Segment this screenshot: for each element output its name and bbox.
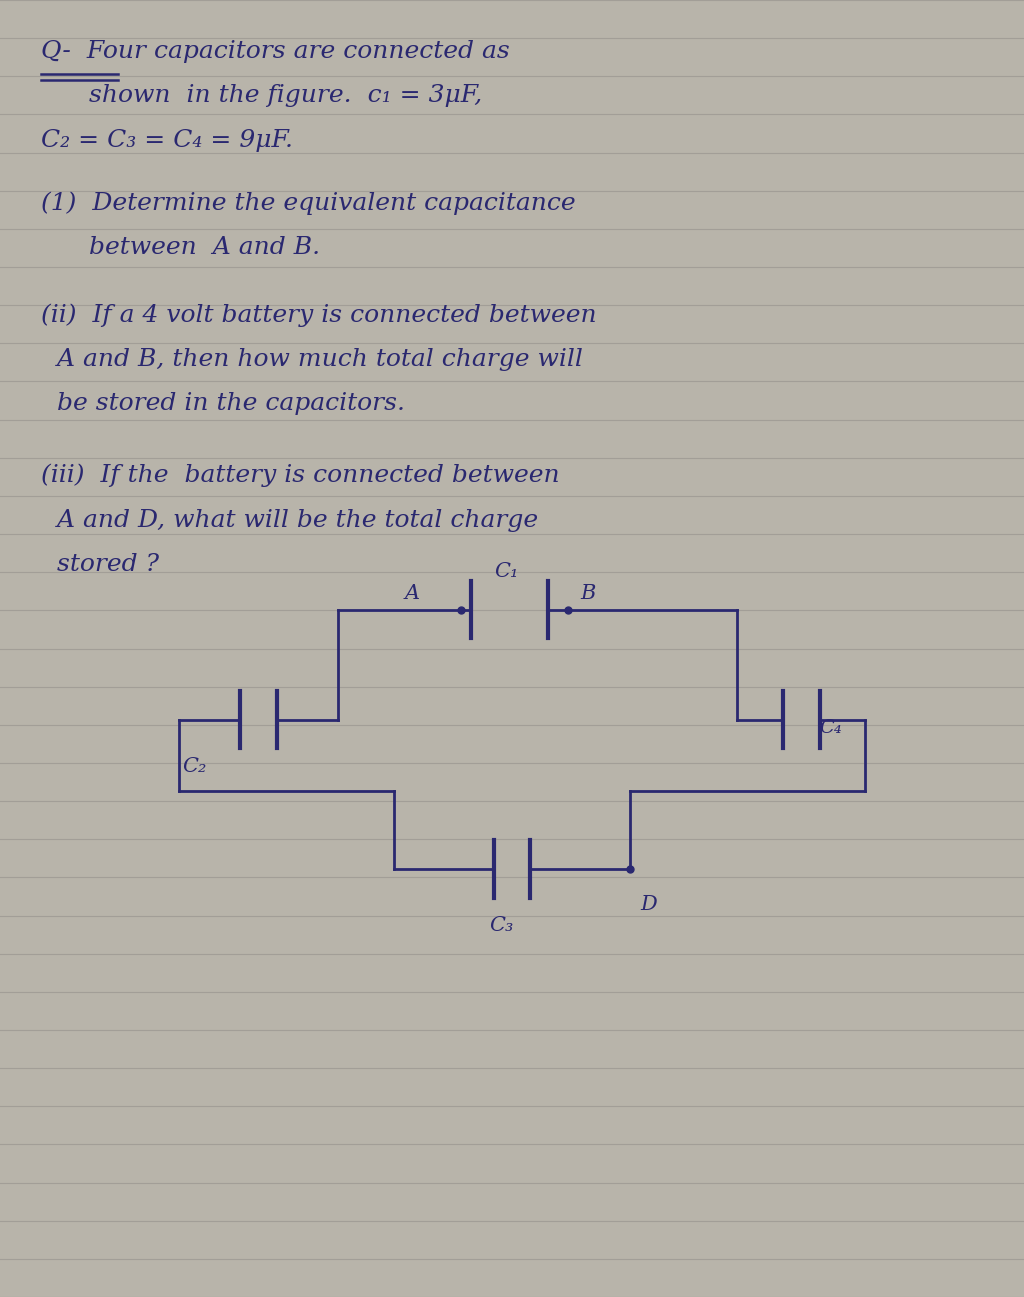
Text: (ii)  If a 4 volt battery is connected between: (ii) If a 4 volt battery is connected be… — [41, 303, 597, 327]
Text: C₂ = C₃ = C₄ = 9μF.: C₂ = C₃ = C₄ = 9μF. — [41, 128, 293, 152]
Text: C₄: C₄ — [819, 719, 843, 737]
Text: C₃: C₃ — [489, 916, 514, 935]
Text: stored ?: stored ? — [41, 553, 159, 576]
Text: (1)  Determine the equivalent capacitance: (1) Determine the equivalent capacitance — [41, 192, 575, 215]
Text: between  A and B.: between A and B. — [41, 236, 321, 259]
Text: A: A — [404, 584, 420, 603]
Text: B: B — [581, 584, 596, 603]
Text: A and D, what will be the total charge: A and D, what will be the total charge — [41, 508, 538, 532]
Text: be stored in the capacitors.: be stored in the capacitors. — [41, 392, 404, 415]
Text: shown  in the figure.  c₁ = 3μF,: shown in the figure. c₁ = 3μF, — [41, 84, 482, 108]
Text: (iii)  If the  battery is connected between: (iii) If the battery is connected betwee… — [41, 464, 559, 488]
Text: Q-  Four capacitors are connected as: Q- Four capacitors are connected as — [41, 40, 510, 64]
Text: C₂: C₂ — [182, 756, 206, 776]
Text: C₁: C₁ — [495, 562, 518, 581]
Text: D: D — [640, 895, 656, 914]
Text: A and B, then how much total charge will: A and B, then how much total charge will — [41, 348, 583, 371]
